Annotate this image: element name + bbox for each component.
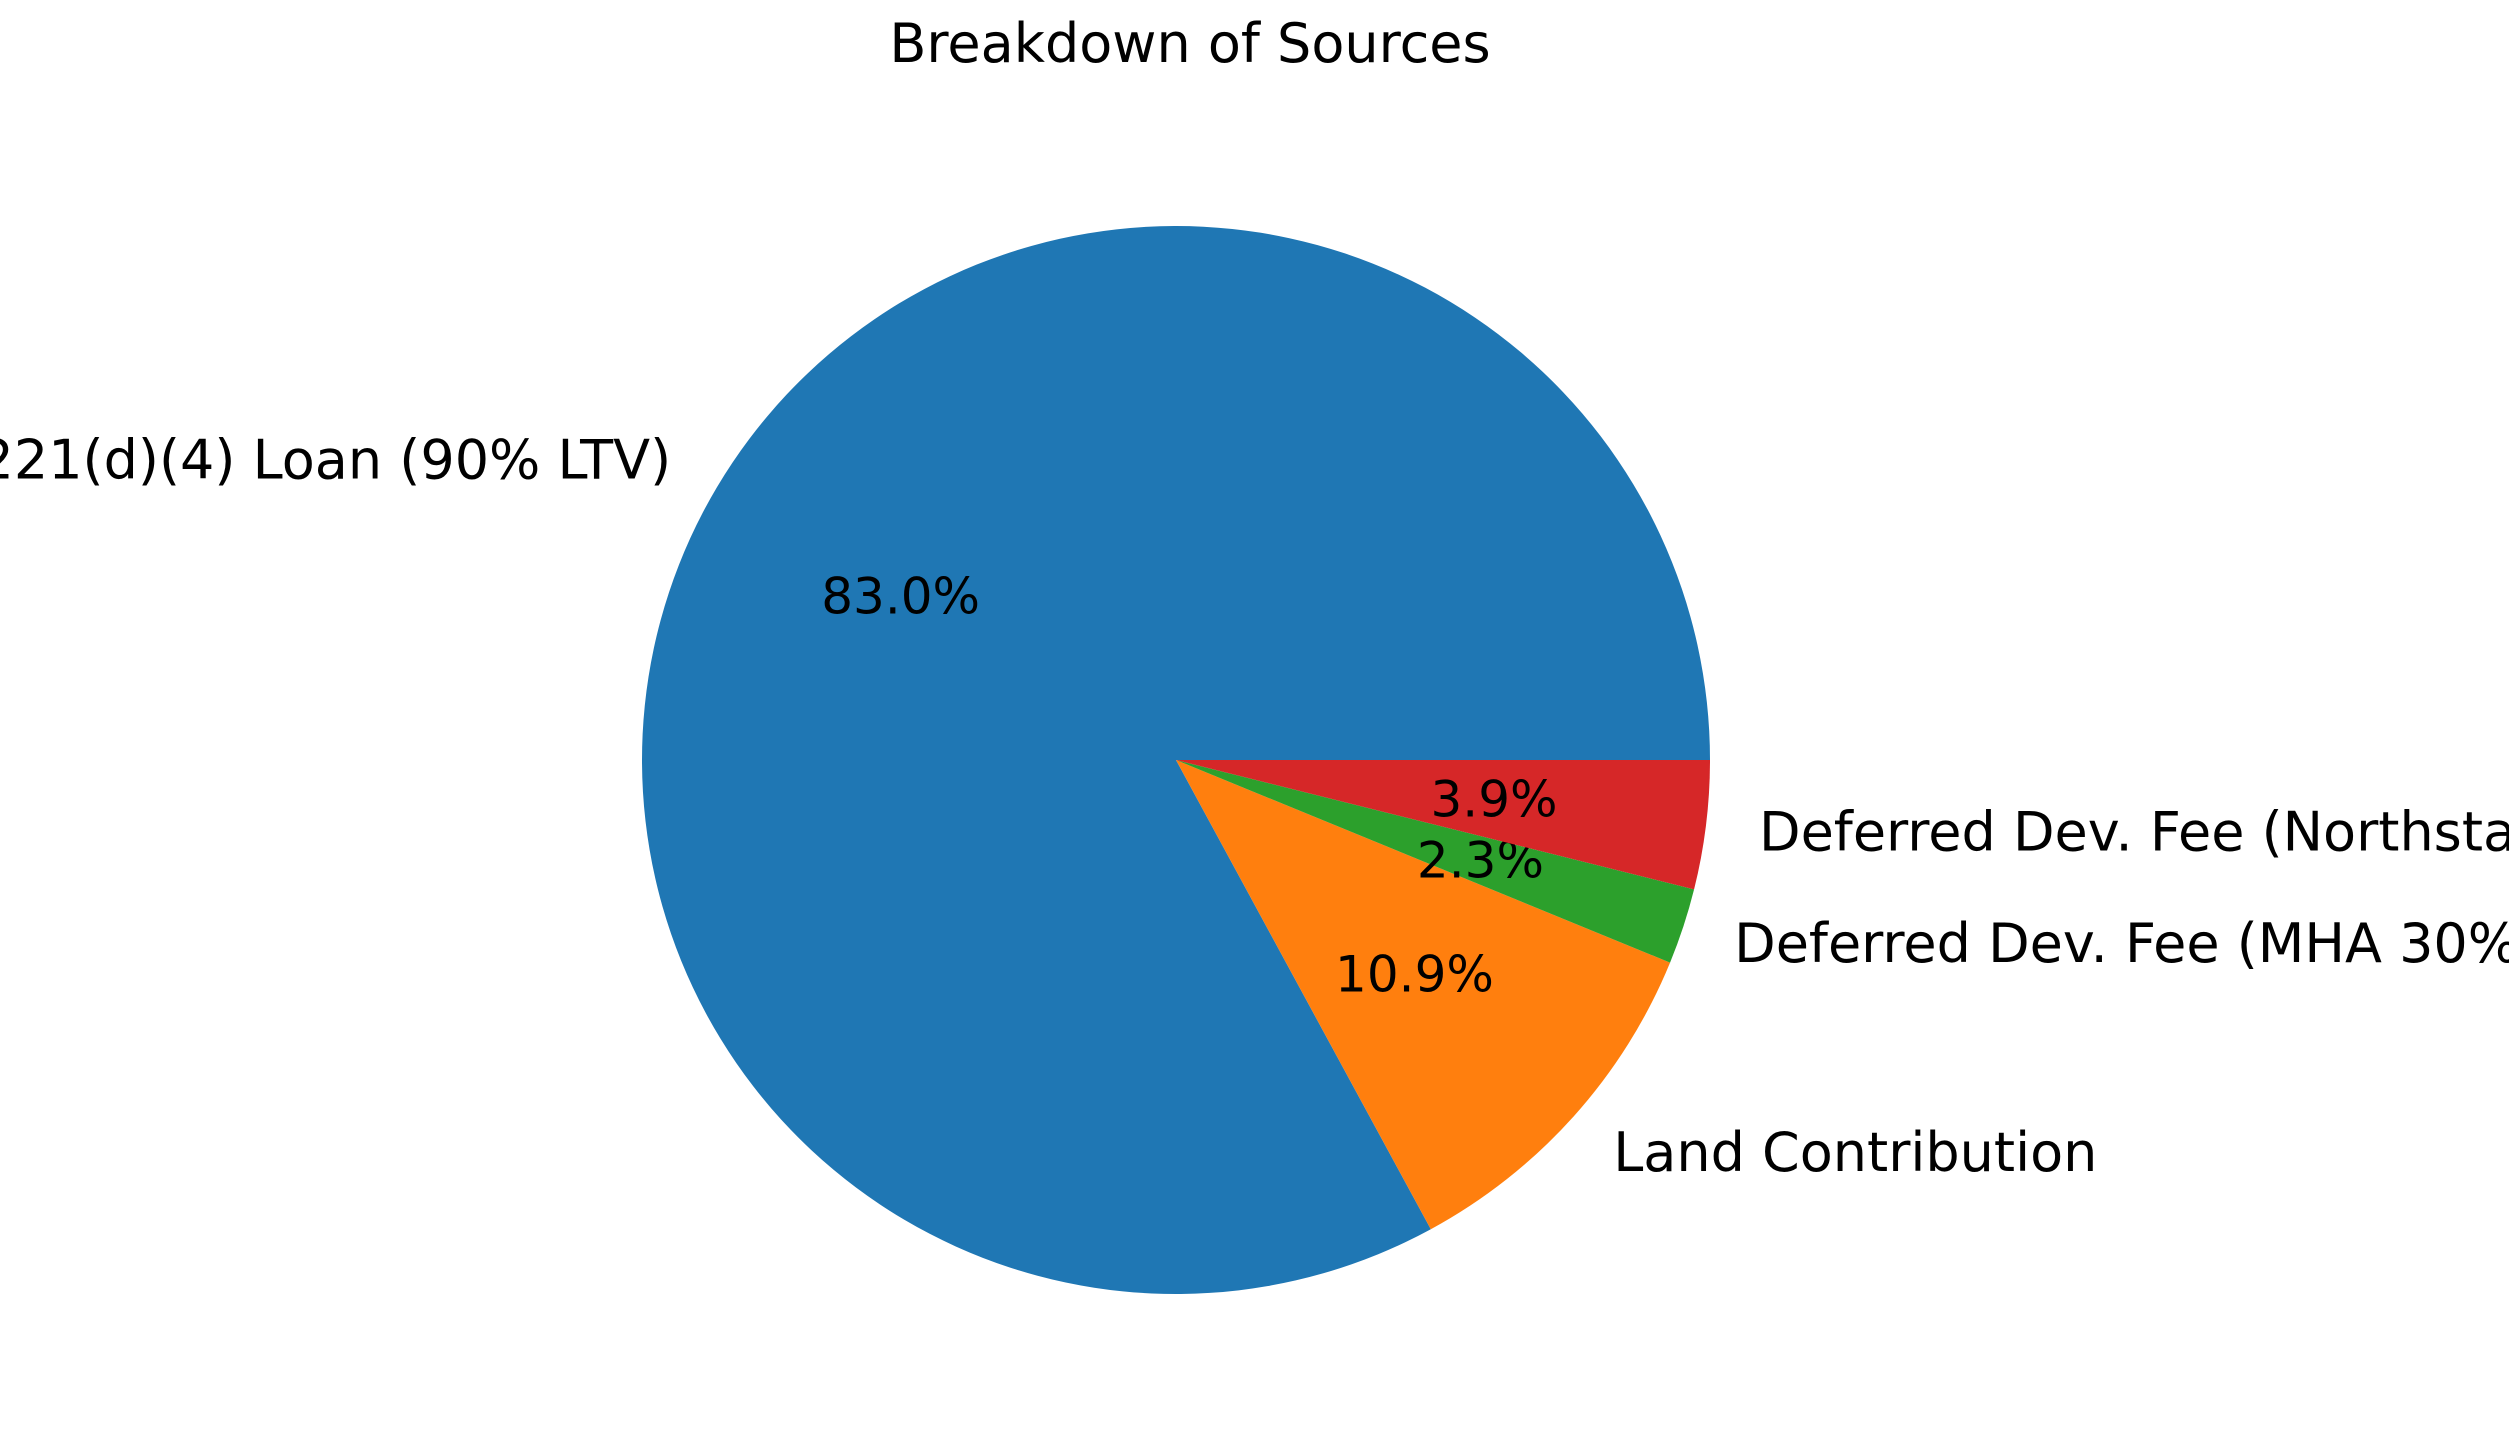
- slice-label-2: Deferred Dev. Fee (MHA 30%): [1734, 912, 2509, 975]
- pie-slice-1: [1176, 760, 1671, 1230]
- chart-title: Breakdown of Sources: [889, 12, 1491, 75]
- pie-slice-0: [642, 226, 1710, 1295]
- pct-label-3: 3.9%: [1430, 771, 1557, 829]
- slice-label-1: Land Contribution: [1613, 1121, 2097, 1184]
- pct-label-0: 83.0%: [821, 568, 980, 626]
- slice-label-0: HUD 221(d)(4) Loan (90% LTV): [0, 429, 671, 492]
- pie-slice-2: [1176, 760, 1695, 963]
- slice-label-3: Deferred Dev. Fee (Northstar 70%): [1759, 801, 2509, 864]
- pct-label-1: 10.9%: [1335, 945, 1494, 1003]
- pie-slice-3: [1176, 760, 1710, 890]
